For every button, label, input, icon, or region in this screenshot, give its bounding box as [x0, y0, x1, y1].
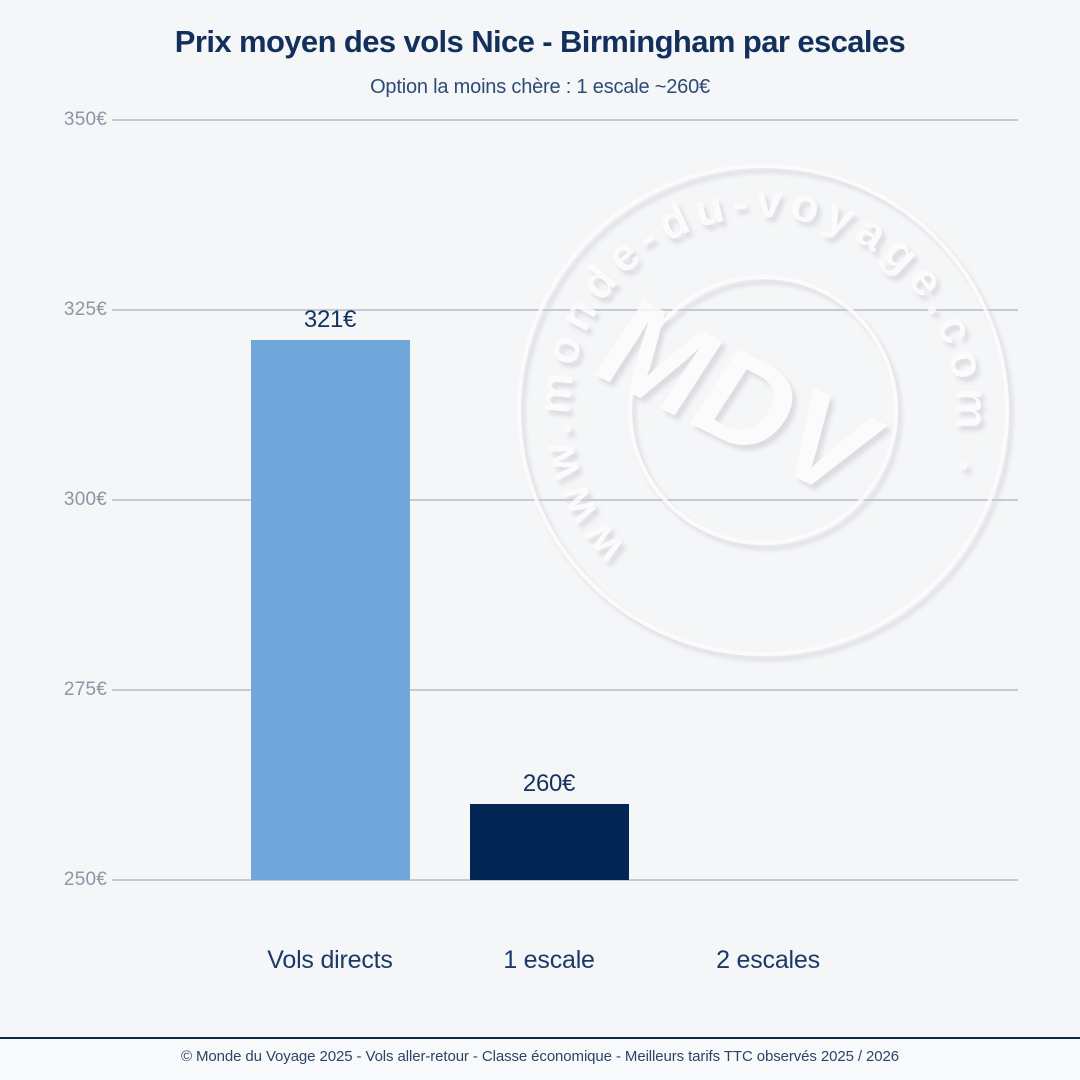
y-tick-label-350: 350€ [63, 109, 107, 130]
value-label-1-escale: 260€ [522, 770, 576, 797]
bar-vols-directs[interactable] [250, 340, 410, 880]
footer-area [0, 1039, 1080, 1080]
footer-copyright-text: © Monde du Voyage 2025 - Vols aller-reto… [180, 1048, 900, 1065]
gridline-275 [112, 689, 1018, 691]
category-label-2-escales: 2 escales [716, 946, 820, 974]
value-label-vols-directs: 321€ [303, 306, 357, 334]
watermark-mdv-monogram: MDV [572, 274, 904, 523]
y-tick-label-300: 300€ [63, 489, 107, 510]
footer-divider-line [0, 1037, 1080, 1039]
y-tick-label-275: 275€ [63, 679, 107, 700]
watermark-circular-text: www.monde-du-voyage.com · [527, 175, 998, 575]
gridline-300 [112, 499, 1018, 501]
gridline-325 [112, 309, 1018, 311]
monde-du-voyage-watermark-stamp: www.monde-du-voyage.com · MDV [517, 164, 1009, 656]
y-tick-label-250: 250€ [63, 869, 107, 890]
category-label-1-escale: 1 escale [503, 946, 595, 974]
y-tick-label-325: 325€ [63, 299, 107, 320]
category-label-vols-directs: Vols directs [267, 946, 393, 974]
chart-title: Prix moyen des vols Nice - Birmingham pa… [174, 24, 906, 59]
bar-1-escale[interactable] [469, 804, 629, 880]
gridline-350 [112, 119, 1018, 121]
chart-subtitle: Option la moins chère : 1 escale ~260€ [370, 76, 710, 98]
watermark-outer-ring [517, 164, 1009, 656]
watermark-inner-ring [628, 275, 898, 545]
gridline-250 [112, 879, 1018, 881]
